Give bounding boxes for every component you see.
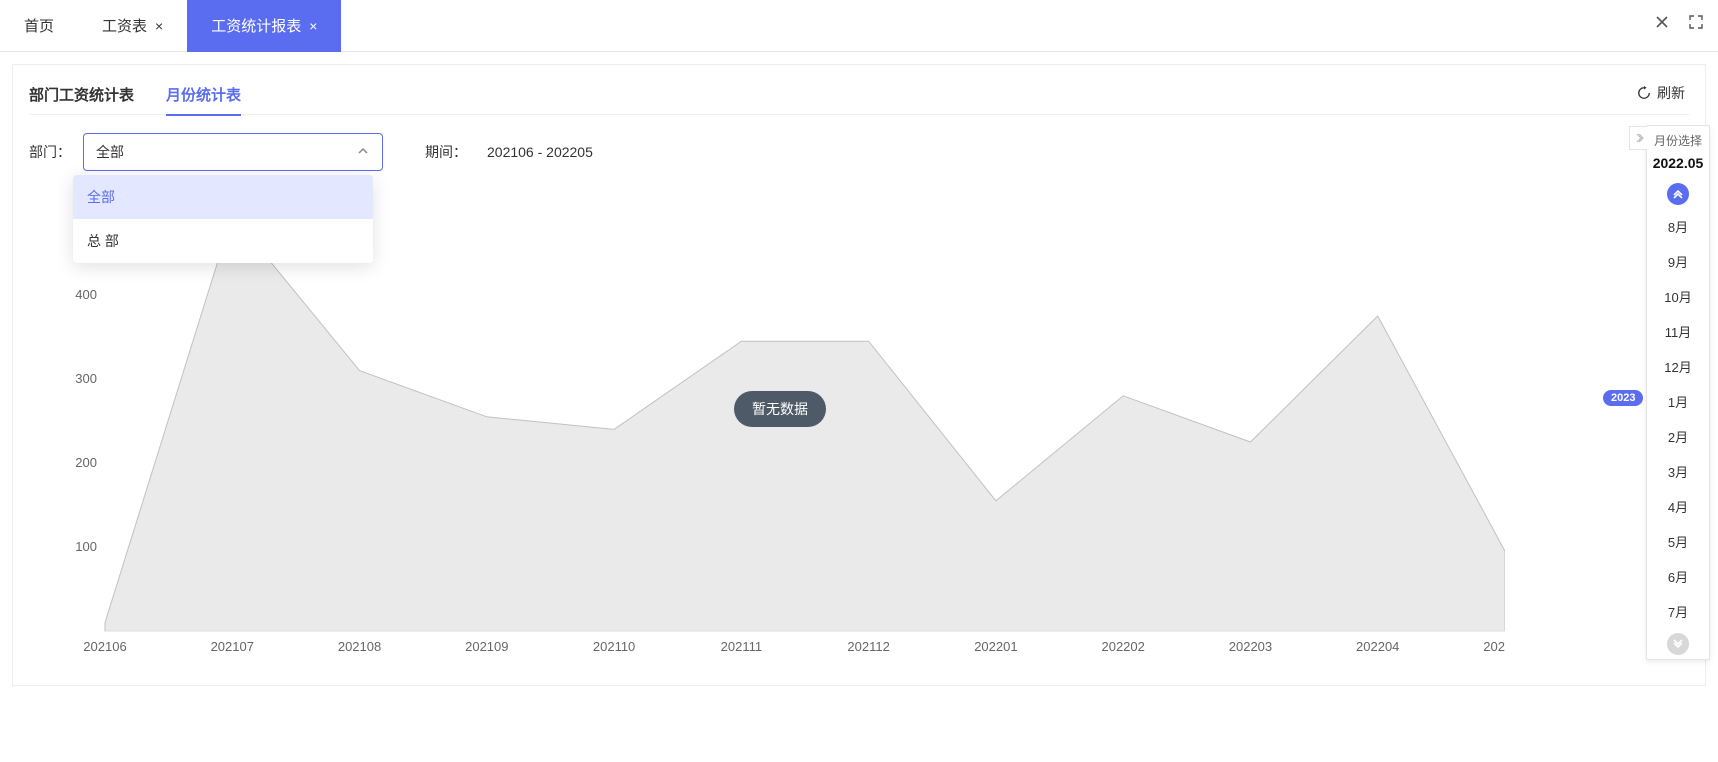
period-value: 202106 - 202205 bbox=[487, 144, 593, 160]
refresh-icon bbox=[1637, 86, 1651, 100]
svg-text:202108: 202108 bbox=[338, 639, 381, 654]
department-label: 部门： bbox=[29, 142, 71, 162]
sub-tab-label: 部门工资统计表 bbox=[29, 84, 134, 105]
top-tab-salary-report[interactable]: 工资统计报表 × bbox=[187, 0, 341, 52]
month-item[interactable]: 5月 bbox=[1647, 528, 1709, 555]
top-tab-label: 工资表 bbox=[102, 15, 147, 36]
month-item[interactable]: 9月 bbox=[1647, 248, 1709, 275]
sub-tab-department-salary[interactable]: 部门工资统计表 bbox=[29, 75, 134, 115]
month-picker-panel: 月份选择 2022.05 8月 9月 10月 11月 12月 1月2023 2月 3月 4月 5月… bbox=[1646, 125, 1710, 660]
top-tab-home[interactable]: 首页 bbox=[0, 0, 78, 52]
month-item[interactable]: 7月 bbox=[1647, 598, 1709, 625]
month-item[interactable]: 1月2023 bbox=[1647, 388, 1709, 415]
top-tab-label: 首页 bbox=[24, 15, 54, 36]
month-panel-current: 2022.05 bbox=[1647, 151, 1709, 179]
no-data-label: 暂无数据 bbox=[752, 401, 808, 417]
top-tab-salary[interactable]: 工资表 × bbox=[78, 0, 187, 52]
sub-tab-monthly[interactable]: 月份统计表 bbox=[166, 75, 241, 115]
dropdown-option-hq[interactable]: 总 部 bbox=[73, 219, 373, 263]
chevron-up-icon bbox=[356, 144, 370, 161]
svg-text:202202: 202202 bbox=[1101, 639, 1144, 654]
sub-tab-label: 月份统计表 bbox=[166, 84, 241, 105]
svg-text:202112: 202112 bbox=[847, 639, 889, 654]
no-data-badge: 暂无数据 bbox=[734, 391, 826, 427]
double-chevron-up-icon bbox=[1672, 188, 1684, 200]
month-item[interactable]: 11月 bbox=[1647, 318, 1709, 345]
year-badge: 2023 bbox=[1603, 390, 1643, 406]
chart-container: 1002003004005002021062021072021082021092… bbox=[65, 201, 1495, 661]
month-panel-title: 月份选择 bbox=[1647, 126, 1709, 151]
area-chart: 1002003004005002021062021072021082021092… bbox=[65, 201, 1505, 661]
svg-text:300: 300 bbox=[75, 371, 97, 386]
svg-text:202203: 202203 bbox=[1229, 639, 1272, 654]
panel-collapse-button[interactable] bbox=[1629, 126, 1647, 150]
month-list: 8月 9月 10月 11月 12月 1月2023 2月 3月 4月 5月 6月 7月 bbox=[1647, 209, 1709, 629]
svg-text:202110: 202110 bbox=[593, 639, 635, 654]
month-item[interactable]: 4月 bbox=[1647, 493, 1709, 520]
svg-text:202109: 202109 bbox=[465, 639, 508, 654]
fullscreen-icon[interactable] bbox=[1684, 10, 1708, 34]
month-item[interactable]: 12月 bbox=[1647, 353, 1709, 380]
window-close-button[interactable] bbox=[1650, 10, 1674, 34]
svg-text:202205: 202205 bbox=[1483, 639, 1505, 654]
month-scroll-down[interactable] bbox=[1667, 633, 1689, 655]
double-chevron-down-icon bbox=[1672, 638, 1684, 650]
svg-text:202204: 202204 bbox=[1356, 639, 1399, 654]
refresh-button[interactable]: 刷新 bbox=[1637, 83, 1685, 103]
filter-row: 部门： 全部 全部 总 部 期间： 202106 - 202205 bbox=[29, 133, 1689, 171]
department-select-value: 全部 bbox=[96, 142, 124, 162]
close-icon[interactable]: × bbox=[309, 18, 317, 34]
svg-text:200: 200 bbox=[75, 455, 97, 470]
content-area: 部门工资统计表 月份统计表 刷新 部门： 全部 全部 bbox=[0, 52, 1718, 698]
svg-text:400: 400 bbox=[75, 287, 97, 302]
svg-text:202106: 202106 bbox=[83, 639, 126, 654]
dropdown-option-all[interactable]: 全部 bbox=[73, 175, 373, 219]
month-item[interactable]: 8月 bbox=[1647, 213, 1709, 240]
sub-tab-bar: 部门工资统计表 月份统计表 bbox=[29, 75, 1689, 115]
svg-text:202107: 202107 bbox=[211, 639, 254, 654]
department-select[interactable]: 全部 bbox=[83, 133, 383, 171]
month-item[interactable]: 2月 bbox=[1647, 423, 1709, 450]
refresh-label: 刷新 bbox=[1657, 83, 1685, 103]
report-panel: 部门工资统计表 月份统计表 刷新 部门： 全部 全部 bbox=[12, 64, 1706, 686]
period-label: 期间： bbox=[425, 142, 467, 162]
window-controls bbox=[1650, 10, 1708, 34]
chevron-right-icon bbox=[1634, 133, 1644, 143]
dropdown-option-label: 全部 bbox=[87, 189, 115, 205]
svg-text:202111: 202111 bbox=[721, 639, 762, 654]
month-item[interactable]: 6月 bbox=[1647, 563, 1709, 590]
month-item[interactable]: 10月 bbox=[1647, 283, 1709, 310]
dropdown-option-label: 总 部 bbox=[87, 233, 119, 249]
close-icon[interactable]: × bbox=[155, 18, 163, 34]
top-tab-label: 工资统计报表 bbox=[211, 15, 301, 36]
department-dropdown: 全部 总 部 bbox=[73, 175, 373, 263]
svg-text:100: 100 bbox=[75, 539, 97, 554]
top-tab-bar: 首页 工资表 × 工资统计报表 × bbox=[0, 0, 1718, 52]
svg-text:202201: 202201 bbox=[974, 639, 1017, 654]
month-scroll-up[interactable] bbox=[1667, 183, 1689, 205]
month-item[interactable]: 3月 bbox=[1647, 458, 1709, 485]
